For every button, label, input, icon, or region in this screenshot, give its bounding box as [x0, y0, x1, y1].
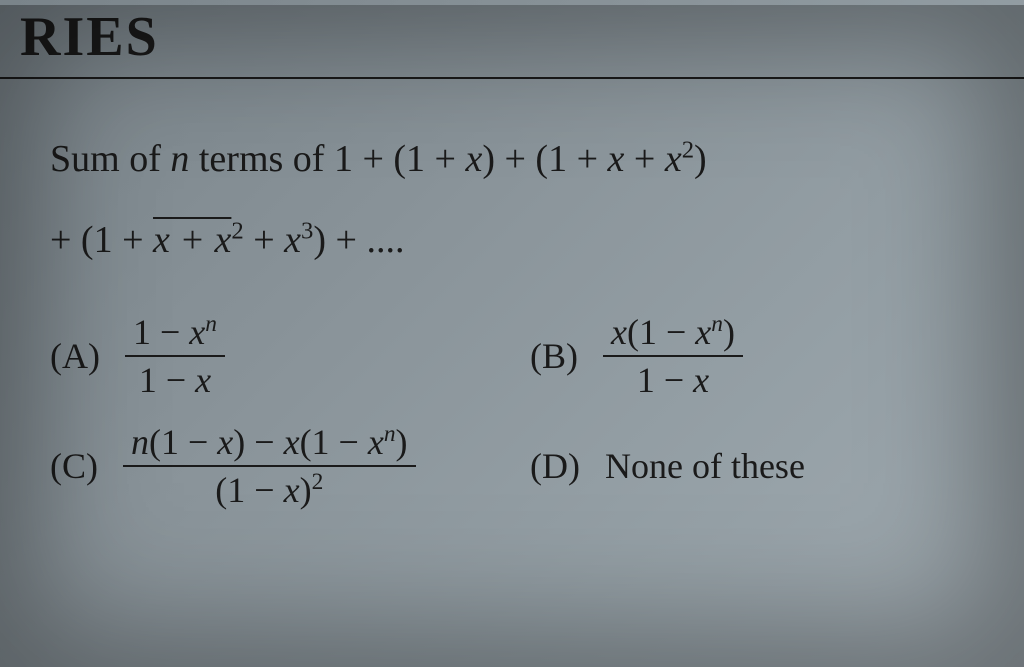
opt-c-num-sup: n: [384, 421, 396, 447]
option-c-denominator: (1 − x)2: [207, 467, 331, 511]
line2-part-b: +: [244, 219, 284, 261]
opt-a-num-a: 1 −: [133, 312, 189, 352]
option-a: (A) 1 − xn 1 − x: [50, 311, 530, 401]
opt-b-num-a: (1 −: [627, 312, 695, 352]
opt-b-num-x1: x: [611, 312, 627, 352]
option-a-denominator: 1 − x: [131, 357, 219, 401]
option-c-label: (C): [50, 445, 98, 487]
opt-c-num-x3: x: [368, 422, 384, 462]
opt-c-num-n: n: [131, 422, 149, 462]
expr-x-2: x: [608, 138, 625, 180]
option-row-1: (A) 1 − xn 1 − x (B) x(1 − xn): [50, 311, 974, 401]
line2-sup-2: 2: [231, 217, 243, 244]
expr-part-1: 1 + (1 +: [334, 138, 466, 180]
opt-a-den-a: 1 −: [139, 360, 195, 400]
question-line-2: + (1 + x + x2 + x3) + ....: [50, 210, 974, 271]
line2-part-a: + (1 +: [50, 219, 153, 261]
option-c: (C) n(1 − x) − x(1 − xn) (1 − x)2: [50, 421, 530, 511]
opt-c-den-b: ): [300, 470, 312, 510]
opt-c-num-x2: x: [284, 422, 300, 462]
opt-b-num-b: ): [723, 312, 735, 352]
options-container: (A) 1 − xn 1 − x (B) x(1 − xn): [50, 311, 974, 511]
opt-b-num-sup: n: [711, 311, 723, 337]
expr-x-3: x: [665, 138, 682, 180]
option-b-fraction: x(1 − xn) 1 − x: [603, 311, 743, 401]
line2-x: x: [284, 219, 301, 261]
opt-b-num-x2: x: [695, 312, 711, 352]
option-a-numerator: 1 − xn: [125, 311, 225, 357]
option-row-2: (C) n(1 − x) − x(1 − xn) (1 − x)2 (D) No…: [50, 421, 974, 511]
option-c-fraction: n(1 − x) − x(1 − xn) (1 − x)2: [123, 421, 416, 511]
option-d-label: (D): [530, 445, 580, 487]
expr-part-2: ) + (1 +: [482, 138, 607, 180]
line2-sup-3: 3: [301, 217, 313, 244]
question-n-variable: n: [170, 138, 189, 180]
question-prefix: Sum of: [50, 138, 170, 180]
opt-c-num-c: (1 −: [300, 422, 368, 462]
opt-c-num-d: ): [396, 422, 408, 462]
expr-part-4: ): [694, 138, 707, 180]
expr-part-3: +: [624, 138, 664, 180]
option-b: (B) x(1 − xn) 1 − x: [530, 311, 743, 401]
opt-c-den-a: (1 −: [215, 470, 283, 510]
expr-x-1: x: [465, 138, 482, 180]
option-b-label: (B): [530, 335, 578, 377]
opt-c-den-x: x: [284, 470, 300, 510]
option-b-denominator: 1 − x: [629, 357, 717, 401]
opt-c-num-b: ) −: [233, 422, 283, 462]
option-d: (D) None of these: [530, 421, 805, 511]
option-d-text: None of these: [605, 445, 805, 487]
expr-sup-2: 2: [682, 136, 694, 163]
opt-c-den-sup: 2: [312, 469, 324, 495]
line2-over-text: x + x: [153, 219, 231, 261]
math-question-page: RIES Sum of n terms of 1 + (1 + x) + (1 …: [0, 5, 1024, 511]
option-b-numerator: x(1 − xn): [603, 311, 743, 357]
question-line-1: Sum of n terms of 1 + (1 + x) + (1 + x +…: [50, 129, 974, 190]
question-middle: terms of: [189, 138, 334, 180]
header-title-text: RIES: [20, 6, 159, 68]
opt-b-den-x: x: [693, 360, 709, 400]
opt-a-den-x: x: [195, 360, 211, 400]
line2-part-c: ) + ....: [313, 219, 404, 261]
chapter-header: RIES: [20, 5, 974, 69]
opt-b-den-a: 1 −: [637, 360, 693, 400]
opt-c-num-a: (1 −: [149, 422, 217, 462]
opt-a-num-x: x: [189, 312, 205, 352]
opt-c-num-x1: x: [217, 422, 233, 462]
option-a-label: (A): [50, 335, 100, 377]
option-c-numerator: n(1 − x) − x(1 − xn): [123, 421, 416, 467]
header-divider: [0, 77, 1024, 79]
option-a-fraction: 1 − xn 1 − x: [125, 311, 225, 401]
opt-a-num-sup: n: [205, 311, 217, 337]
line2-overline: x + x: [153, 219, 231, 261]
